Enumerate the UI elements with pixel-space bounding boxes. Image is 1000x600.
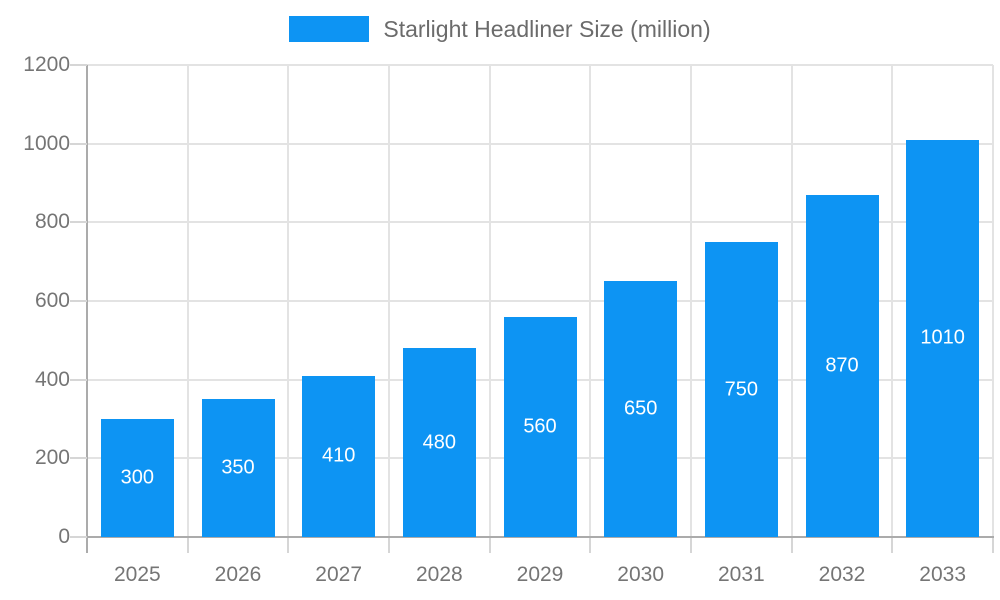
bar-value-label: 1010 [920,326,965,349]
gridline-vertical [891,65,894,537]
y-axis-tick [70,457,87,460]
x-axis-tick [287,537,290,553]
x-axis-tick-label: 2031 [717,563,765,586]
bar-2032[interactable] [805,194,879,537]
bar-2026[interactable] [201,399,275,537]
x-axis-tick-label: 2032 [818,563,866,586]
bar-2027[interactable] [302,375,376,537]
x-axis-tick [186,537,189,553]
bar-2030[interactable] [604,281,678,537]
gridline-horizontal [87,300,993,302]
x-axis-tick-label: 2025 [113,563,161,586]
x-axis-tick [488,537,491,553]
x-axis-tick-label: 2028 [415,563,463,586]
bar-value-label: 870 [825,354,859,377]
bar-value-label: 650 [623,397,658,420]
bar-2033[interactable] [906,139,980,537]
y-axis-tick [70,300,87,302]
x-axis-tick [992,537,994,553]
x-axis-tick-label: 2027 [315,563,363,586]
gridline-vertical [992,65,994,537]
x-axis-tick [790,537,793,553]
gridline-vertical [790,65,793,537]
bar-2025[interactable] [100,419,174,537]
plot-area: 300 350 410 480 560 650 750 870 1010 [86,64,994,553]
legend[interactable]: Starlight Headliner Size (million) [0,16,1000,42]
y-axis-tick-label: 200 [34,446,70,470]
gridline-vertical [388,65,390,537]
gridline-vertical [287,65,290,537]
y-axis-tick [70,221,87,224]
y-axis-tick [70,378,87,381]
y-axis-tick [70,142,87,145]
x-axis-tick [589,537,592,553]
x-axis-tick-label: 2026 [214,563,262,586]
x-axis-tick-label: 2029 [516,563,564,586]
bar-2031[interactable] [704,242,778,537]
bar-2029[interactable] [503,316,577,537]
x-axis-line [86,536,994,538]
bar-value-label: 410 [321,444,356,467]
x-axis-tick [891,537,894,553]
gridline-horizontal [87,221,993,224]
bar-value-label: 750 [724,378,759,400]
bar-value-label: 480 [422,431,457,454]
legend-swatch-icon [289,16,370,42]
legend-label: Starlight Headliner Size (million) [383,16,711,42]
y-axis-tick-label: 400 [34,367,70,391]
gridline-horizontal [87,64,993,66]
y-axis-line [86,65,88,553]
gridline-vertical [589,65,592,537]
bar-2028[interactable] [402,348,476,537]
gridline-vertical [488,65,491,537]
y-axis-tick-label: 600 [34,289,70,312]
y-axis-tick-label: 800 [34,210,70,234]
x-axis-tick-label: 2033 [919,563,967,586]
bar-value-label: 300 [120,466,155,489]
y-axis-tick-label: 1000 [23,131,70,155]
bar-value-label: 560 [523,415,557,438]
bar-value-label: 350 [221,456,255,479]
x-axis-tick [388,537,390,553]
x-axis-tick [690,537,692,553]
x-axis-tick-label: 2030 [617,563,665,586]
y-axis-tick [70,536,87,538]
gridline-vertical [186,65,189,537]
y-axis-tick-label: 1200 [23,53,70,76]
y-axis-tick-label: 0 [58,525,70,548]
gridline-horizontal [87,142,993,145]
gridline-vertical [690,65,692,537]
y-axis-tick [70,64,87,66]
